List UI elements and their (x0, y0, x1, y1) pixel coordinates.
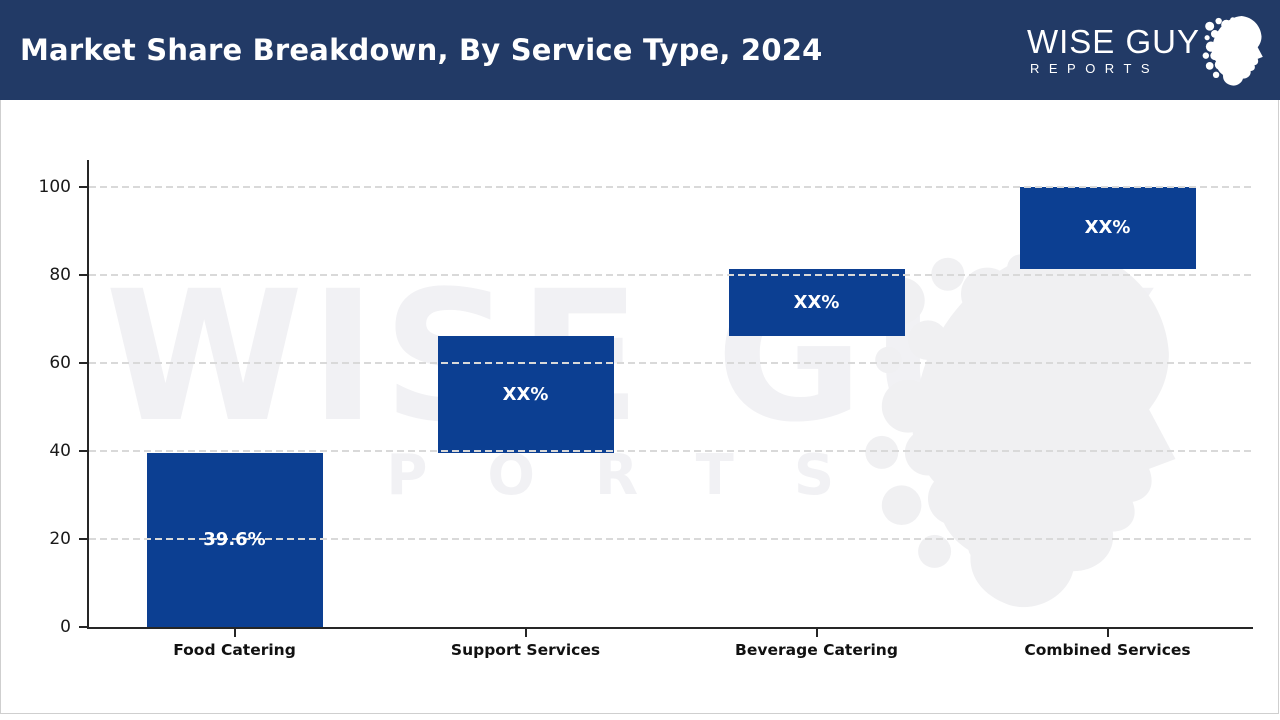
page-title: Market Share Breakdown, By Service Type,… (20, 33, 823, 67)
bar-value-label: XX% (1084, 217, 1131, 239)
plot-area: 0 20 40 60 80 100 39.6% Food Catering XX% Support… (39, 177, 1253, 659)
bar-value-label: XX% (502, 383, 549, 405)
y-tick-mark-40 (79, 450, 87, 452)
gridline-40 (89, 450, 1253, 452)
x-axis-line (87, 627, 1253, 629)
header-bar: Market Share Breakdown, By Service Type,… (0, 0, 1280, 100)
brand-subtitle: REPORTS (1029, 61, 1160, 76)
gridline-80 (89, 274, 1253, 276)
x-tick-mark-3 (1106, 629, 1109, 637)
brand-logo-text: WISE GUY REPORTS (1027, 25, 1200, 75)
y-tick-label-20: 20 (49, 529, 71, 549)
y-tick-label-60: 60 (49, 353, 71, 373)
x-tick-mark-0 (233, 629, 236, 637)
bar-value-label: 39.6% (203, 529, 266, 551)
bar-value-label: XX% (793, 292, 840, 314)
brand-name: WISE GUY (1026, 23, 1200, 60)
x-tick-mark-2 (815, 629, 818, 637)
gridline-20 (89, 538, 1253, 540)
y-tick-label-80: 80 (49, 265, 71, 285)
y-tick-label-0: 0 (60, 617, 71, 637)
x-category-label-3: Combined Services (1024, 641, 1191, 659)
brand-logo: WISE GUY REPORTS (1027, 12, 1266, 89)
gridline-100 (89, 186, 1253, 188)
x-category-label-2: Beverage Catering (735, 641, 898, 659)
bar-support-services (437, 336, 614, 453)
x-category-label-1: Support Services (450, 641, 601, 659)
y-tick-mark-80 (79, 274, 87, 276)
x-tick-mark-1 (524, 629, 527, 637)
y-tick-mark-20 (79, 538, 87, 540)
y-tick-mark-0 (79, 626, 87, 628)
y-tick-mark-100 (79, 186, 87, 188)
wise-guy-head-icon (1202, 15, 1263, 86)
y-tick-label-100: 100 (38, 177, 71, 197)
y-tick-label-40: 40 (49, 441, 71, 461)
x-category-label-0: Food Catering (173, 641, 296, 659)
y-tick-mark-60 (79, 362, 87, 364)
gridline-60 (89, 362, 1253, 364)
y-axis-spine (87, 160, 89, 629)
